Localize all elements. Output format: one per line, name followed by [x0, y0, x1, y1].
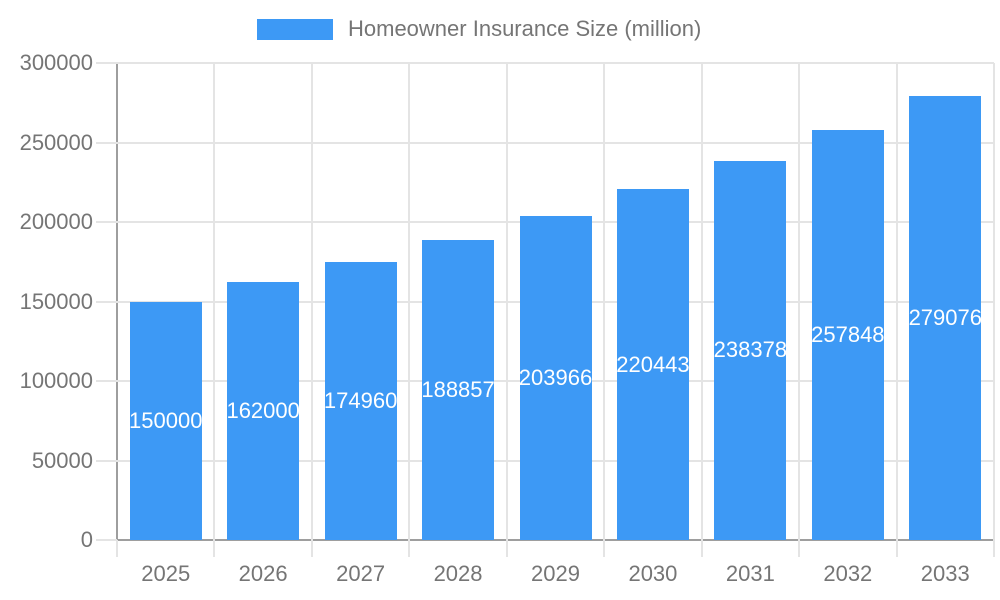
bar-value-label: 188857	[421, 376, 495, 402]
x-axis-tick	[603, 540, 606, 557]
plot-area: 150000 162000 174960 188857 203966 220443 2383…	[117, 62, 995, 540]
x-axis-tick	[505, 540, 508, 557]
gridline-vertical	[310, 63, 313, 540]
x-axis-tick	[895, 540, 898, 557]
bar-2026: 162000	[226, 282, 300, 540]
gridline-vertical	[603, 63, 606, 540]
gridline-vertical	[993, 63, 995, 540]
x-tick-label: 2032	[823, 561, 873, 586]
x-axis-tick	[116, 540, 118, 557]
x-tick-label: 2031	[725, 561, 775, 586]
bar-2029: 203966	[518, 215, 593, 540]
gridline-vertical	[408, 63, 411, 540]
y-tick-label: 250000	[19, 129, 93, 155]
bar-value-label: 174960	[323, 387, 398, 413]
y-tick-label: 50000	[31, 447, 93, 473]
x-tick-label: 2029	[531, 561, 580, 586]
x-axis-tick	[993, 540, 995, 557]
bar-value-label: 220443	[616, 351, 690, 377]
gridline-vertical	[895, 63, 898, 540]
bar-2030: 220443	[616, 189, 690, 540]
gridline-horizontal	[117, 62, 994, 64]
x-tick-label: 2027	[336, 561, 386, 586]
x-axis-tick	[408, 540, 411, 557]
y-axis-tick	[96, 380, 117, 382]
y-tick-label: 100000	[19, 368, 93, 393]
bar-value-label: 238378	[713, 337, 788, 363]
legend-swatch	[257, 18, 333, 40]
x-tick-label: 2033	[920, 561, 970, 586]
bar-2028: 188857	[421, 239, 495, 540]
x-tick-label: 2026	[238, 561, 288, 586]
y-axis-line	[116, 63, 118, 557]
x-axis-tick	[700, 540, 703, 557]
gridline-vertical	[213, 63, 216, 540]
y-tick-label: 150000	[19, 288, 93, 314]
y-axis-tick	[96, 141, 117, 144]
y-axis-tick	[96, 300, 117, 303]
x-axis-tick	[310, 540, 313, 557]
gridline-vertical	[798, 63, 801, 540]
bar-2027: 174960	[323, 261, 398, 540]
x-tick-label: 2028	[433, 561, 483, 586]
y-axis-tick	[96, 539, 117, 541]
y-tick-label: 300000	[19, 50, 93, 75]
y-axis-tick	[96, 459, 117, 462]
bar-value-label: 203966	[518, 364, 593, 390]
gridline-horizontal	[117, 141, 994, 144]
bar-2032: 257848	[811, 130, 885, 540]
bar-value-label: 162000	[226, 398, 300, 424]
bar-2025: 150000	[129, 301, 203, 540]
y-tick-label: 200000	[19, 209, 93, 234]
gridline-vertical	[505, 63, 508, 540]
x-axis-tick	[798, 540, 801, 557]
x-tick-label: 2030	[628, 561, 678, 586]
y-axis-tick	[96, 62, 117, 64]
y-axis-tick	[96, 221, 117, 223]
bar-2033: 279076	[908, 96, 982, 540]
x-axis-line	[117, 539, 994, 541]
x-axis-tick	[213, 540, 216, 557]
y-tick-label: 0	[80, 527, 93, 552]
bar-value-label: 257848	[811, 322, 885, 347]
x-tick-label: 2025	[141, 561, 191, 586]
bar-value-label: 279076	[908, 305, 982, 331]
bar-value-label: 150000	[129, 407, 203, 433]
gridline-vertical	[700, 63, 703, 540]
legend-label: Homeowner Insurance Size (million)	[348, 16, 702, 41]
bar-2031: 238378	[713, 160, 788, 540]
chart-legend: Homeowner Insurance Size (million)	[257, 16, 701, 42]
